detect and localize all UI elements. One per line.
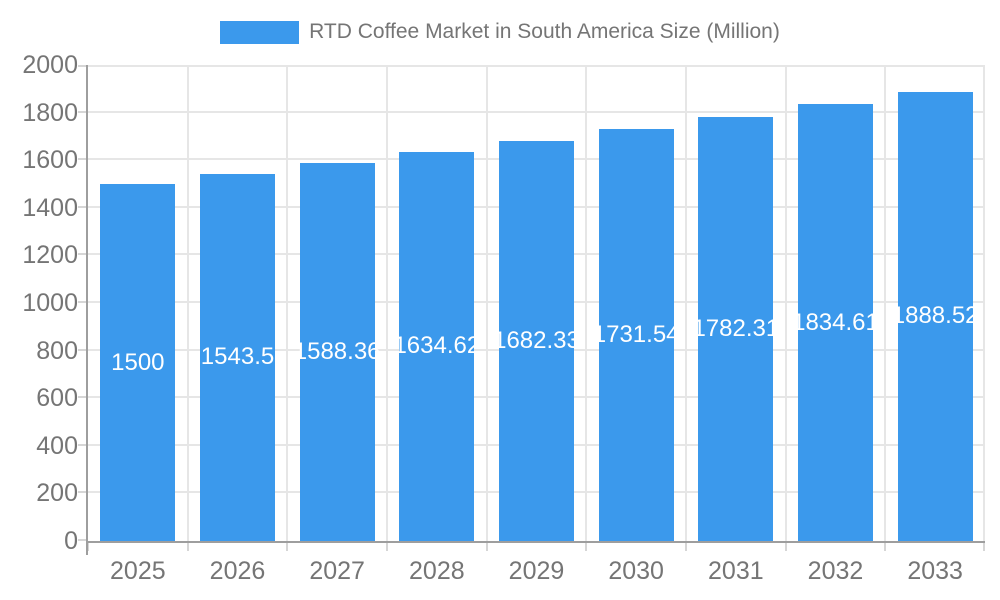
bar-2030[interactable] [598, 128, 674, 541]
y-axis-tick [78, 396, 86, 399]
gridline-vertical [685, 65, 687, 541]
bar-2031[interactable] [698, 116, 774, 541]
gridline-vertical [784, 65, 787, 541]
y-axis-tick [78, 348, 86, 351]
y-axis-label: 1800 [22, 98, 78, 127]
y-axis-label: 1400 [22, 193, 78, 222]
x-axis-tick [585, 543, 588, 551]
x-axis-tick [884, 543, 887, 551]
y-axis-label: 2000 [22, 51, 78, 79]
y-axis-line [86, 65, 88, 555]
x-axis-label: 2026 [209, 557, 266, 585]
gridline-vertical [983, 65, 985, 541]
gridline-vertical [485, 65, 488, 541]
x-axis-label: 2029 [508, 557, 565, 585]
bar-2026[interactable] [200, 173, 275, 541]
gridline-horizontal [88, 110, 985, 113]
y-axis-tick [78, 205, 86, 208]
legend-label: RTD Coffee Market in South America Size … [309, 20, 780, 43]
x-axis-label: 2025 [110, 557, 166, 585]
y-axis-tick [78, 539, 86, 541]
bar-2025[interactable] [100, 184, 176, 541]
gridline-vertical [186, 65, 189, 541]
x-axis-label: 2032 [807, 557, 864, 585]
x-axis-tick [983, 543, 985, 551]
bar-2033[interactable] [897, 91, 973, 541]
x-axis-label: 2028 [409, 557, 465, 585]
y-axis-label: 1000 [22, 289, 78, 317]
x-axis-tick [485, 543, 488, 551]
y-axis-tick [78, 158, 86, 161]
y-axis-label: 1200 [22, 241, 78, 270]
x-axis-label: 2030 [608, 557, 664, 585]
x-axis-tick [386, 543, 388, 551]
x-axis-label: 2031 [708, 557, 764, 585]
y-axis-tick [78, 253, 86, 256]
x-axis-line [88, 541, 985, 543]
y-axis-label: 200 [36, 479, 78, 508]
bar-2032[interactable] [798, 104, 873, 541]
bar-2027[interactable] [299, 162, 375, 541]
gridline-vertical [286, 65, 289, 541]
legend-item[interactable]: RTD Coffee Market in South America Size … [0, 20, 1000, 44]
gridline-vertical [585, 65, 588, 541]
y-axis-label: 400 [36, 431, 78, 460]
plot-area: 0 200 400 600 800 1000 1200 1400 1600 1800 2000 150… [22, 51, 985, 585]
y-axis-tick [78, 443, 86, 446]
x-axis-tick [286, 543, 289, 551]
y-axis-tick [78, 491, 86, 494]
y-axis-label: 0 [64, 527, 78, 555]
x-axis-tick [784, 543, 787, 551]
x-axis-label: 2027 [309, 557, 365, 585]
y-axis-tick [78, 301, 86, 303]
bar-2029[interactable] [499, 140, 574, 541]
gridline-horizontal [88, 65, 985, 67]
gridline-vertical [884, 65, 887, 541]
x-axis-label: 2033 [907, 557, 963, 585]
gridline-vertical [386, 65, 388, 541]
bar-2028[interactable] [399, 151, 475, 541]
x-axis-tick [186, 543, 189, 551]
x-axis-tick [87, 543, 89, 551]
y-axis-tick [78, 110, 86, 113]
y-axis-label: 1600 [22, 146, 78, 175]
legend-swatch [220, 20, 300, 44]
y-axis-tick [78, 65, 86, 67]
y-axis-label: 800 [36, 336, 78, 365]
x-axis-tick [685, 543, 687, 551]
y-axis-label: 600 [36, 384, 78, 413]
